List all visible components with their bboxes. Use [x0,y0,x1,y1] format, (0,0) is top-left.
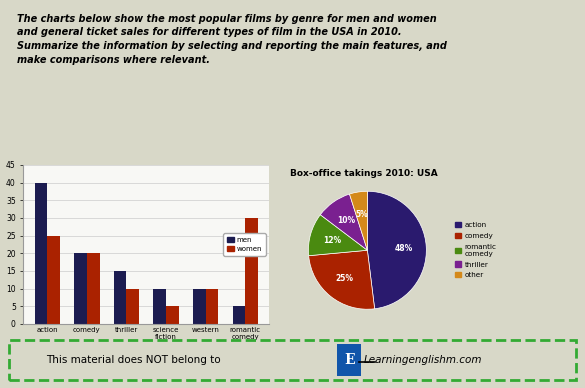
Wedge shape [321,194,367,250]
Text: Box-office takings 2010: USA: Box-office takings 2010: USA [290,169,438,178]
Bar [87,253,99,324]
Bar [245,218,258,324]
Bar [113,271,126,324]
Text: 48%: 48% [395,244,413,253]
Bar [153,289,166,324]
Text: E: E [344,353,355,367]
Legend: men, women: men, women [223,233,266,256]
Wedge shape [309,250,374,309]
Wedge shape [308,215,367,256]
Bar [74,253,87,324]
Text: 10%: 10% [337,216,355,225]
Wedge shape [367,191,426,309]
Text: 25%: 25% [335,274,353,283]
Text: This material does NOT belong to: This material does NOT belong to [46,355,221,365]
Bar [166,306,179,324]
Bar [193,289,206,324]
Text: 5%: 5% [356,210,368,218]
Text: The charts below show the most popular films by genre for men and women
and gene: The charts below show the most popular f… [18,14,447,64]
FancyBboxPatch shape [337,344,360,376]
Bar [233,306,245,324]
Legend: action, comedy, romantic
comedy, thriller, other: action, comedy, romantic comedy, thrille… [452,219,499,281]
Bar [126,289,139,324]
Text: Learningenglishm.com: Learningenglishm.com [363,355,482,365]
Bar [35,183,47,324]
Bar [47,236,60,324]
Text: 12%: 12% [323,236,341,245]
Wedge shape [349,191,367,250]
Bar [206,289,218,324]
